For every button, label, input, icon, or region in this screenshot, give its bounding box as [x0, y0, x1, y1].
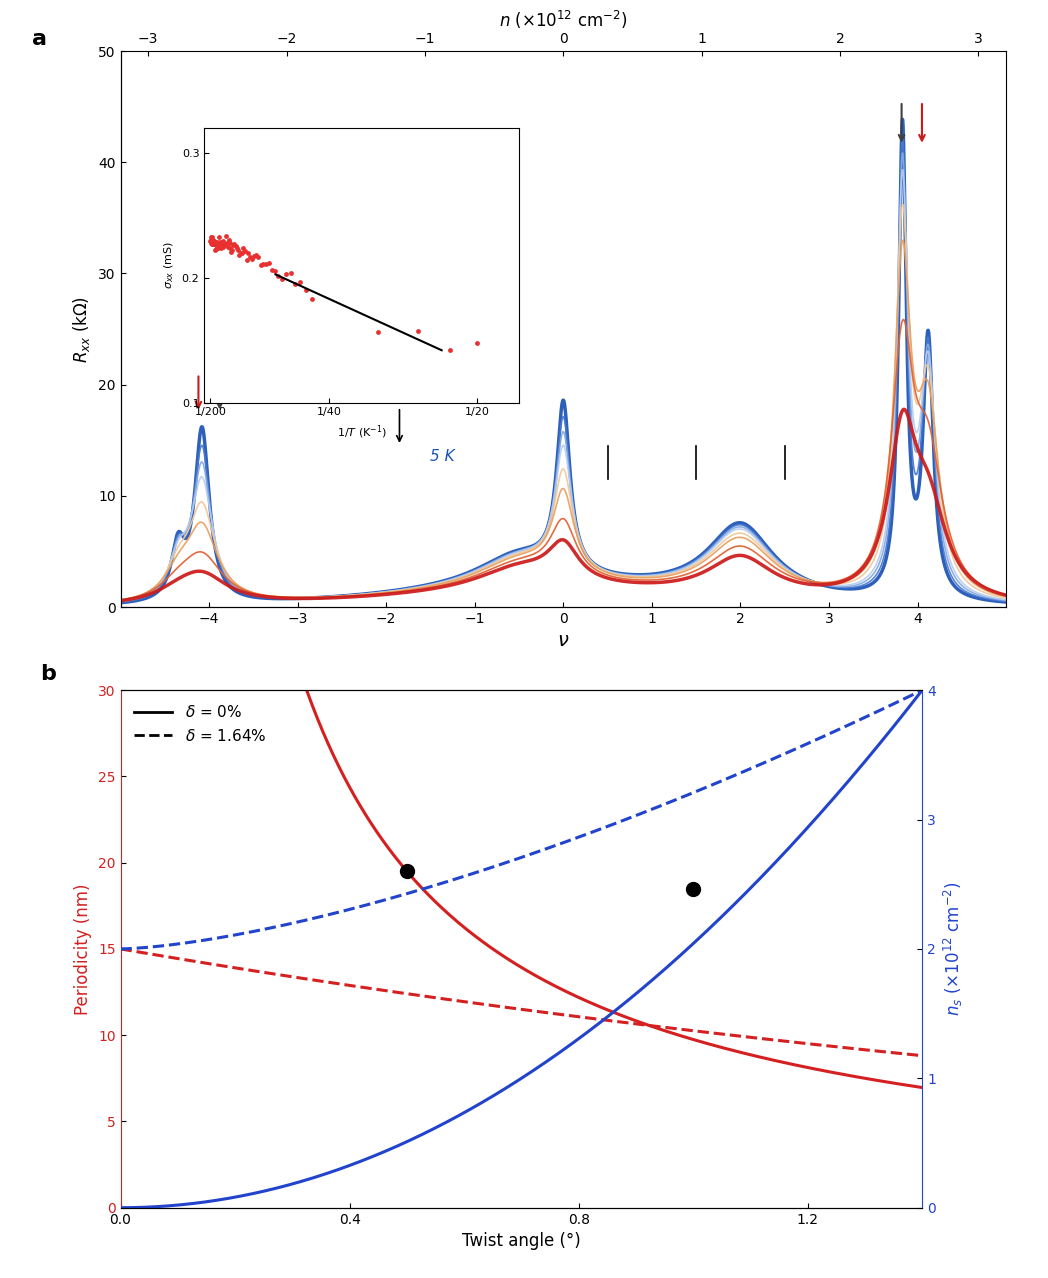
Point: [219, 236, 236, 257]
Point: [226, 234, 243, 254]
Point: [219, 233, 236, 253]
Point: [233, 243, 249, 263]
Text: 80 K: 80 K: [431, 382, 465, 397]
Point: [298, 280, 314, 300]
Point: [206, 234, 223, 254]
Point: [227, 236, 244, 257]
Point: [205, 234, 222, 254]
Text: 5 K: 5 K: [431, 450, 455, 464]
Point: [235, 238, 252, 258]
Point: [255, 254, 271, 275]
Point: [213, 235, 230, 256]
Point: [224, 240, 241, 261]
Point: [215, 231, 232, 252]
Point: [242, 247, 259, 267]
Point: [209, 236, 225, 257]
Point: [203, 226, 220, 247]
Point: [230, 239, 246, 259]
Point: [203, 234, 220, 254]
Point: [218, 225, 235, 245]
Point: [410, 321, 427, 341]
Point: [204, 234, 221, 254]
Point: [213, 238, 230, 258]
Point: [282, 263, 299, 284]
Point: [234, 243, 250, 263]
Point: [204, 226, 221, 247]
Point: [208, 235, 224, 256]
Point: [249, 247, 266, 267]
Point: [221, 238, 238, 258]
Point: [228, 238, 245, 258]
X-axis label: Twist angle (°): Twist angle (°): [462, 1232, 581, 1250]
Point: [253, 254, 269, 275]
Point: [245, 245, 262, 266]
Point: [210, 236, 226, 257]
Point: [209, 231, 225, 252]
Point: [211, 234, 227, 254]
Point: [468, 334, 485, 354]
Text: b: b: [40, 665, 57, 684]
Point: [203, 234, 220, 254]
Point: [222, 233, 239, 253]
Point: [287, 273, 304, 294]
Point: [260, 253, 277, 273]
Point: [442, 340, 459, 360]
X-axis label: $1/T$ (K$^{-1}$): $1/T$ (K$^{-1}$): [336, 423, 387, 441]
Point: [202, 233, 219, 253]
Point: [223, 242, 240, 262]
X-axis label: $n$ ($\times10^{12}$ cm$^{-2}$): $n$ ($\times10^{12}$ cm$^{-2}$): [499, 9, 628, 31]
Point: [266, 261, 283, 281]
Point: [216, 235, 233, 256]
Point: [247, 245, 264, 266]
Point: [243, 249, 260, 270]
Point: [216, 234, 233, 254]
Point: [210, 238, 226, 258]
Point: [204, 230, 221, 250]
Point: [237, 242, 254, 262]
Y-axis label: Periodicity (nm): Periodicity (nm): [74, 883, 92, 1015]
Point: [208, 239, 224, 259]
Point: [220, 230, 237, 250]
Point: [214, 233, 231, 253]
Y-axis label: $R_{xx}$ (k$\Omega$): $R_{xx}$ (k$\Omega$): [71, 295, 92, 363]
Point: [304, 289, 321, 309]
Y-axis label: $\sigma_{xx}$ (mS): $\sigma_{xx}$ (mS): [162, 242, 176, 289]
Point: [205, 230, 222, 250]
Point: [211, 227, 227, 248]
Point: [258, 253, 275, 273]
Point: [238, 250, 255, 271]
Point: [370, 321, 387, 341]
X-axis label: $\nu$: $\nu$: [558, 631, 569, 651]
Point: [206, 240, 223, 261]
Point: [231, 244, 247, 265]
Point: [240, 243, 257, 263]
Point: [278, 263, 294, 284]
Point: [202, 230, 219, 250]
Point: [225, 235, 242, 256]
Point: [206, 231, 223, 252]
Point: [270, 266, 287, 286]
Legend: $\delta$ = 0%, $\delta$ = 1.64%: $\delta$ = 0%, $\delta$ = 1.64%: [128, 698, 272, 750]
Point: [214, 236, 231, 257]
Point: [263, 259, 280, 280]
Y-axis label: $n_s$ ($\times10^{12}$ cm$^{-2}$): $n_s$ ($\times10^{12}$ cm$^{-2}$): [941, 882, 964, 1016]
Point: [217, 235, 234, 256]
Point: [202, 230, 219, 250]
Point: [292, 272, 309, 293]
Text: a: a: [32, 29, 47, 49]
Point: [212, 233, 228, 253]
Point: [274, 268, 290, 289]
